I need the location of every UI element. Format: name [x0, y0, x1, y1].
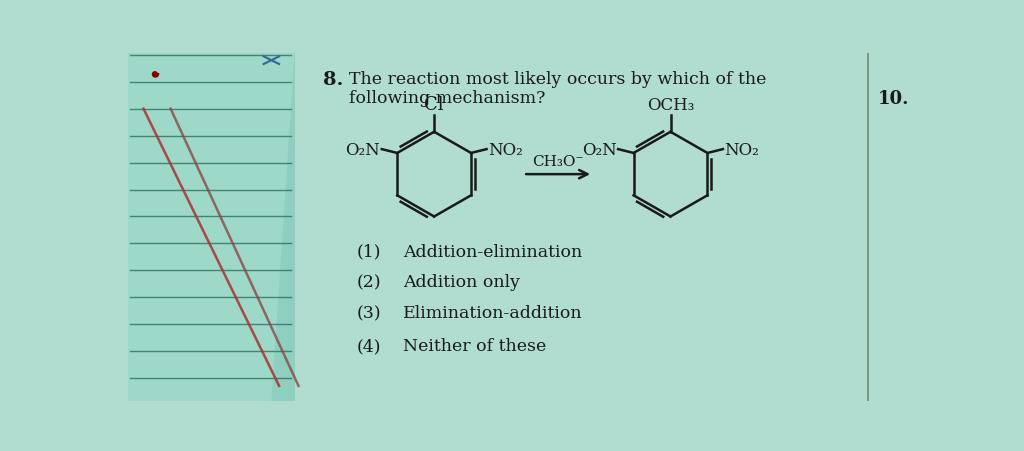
Text: O₂N: O₂N: [345, 141, 380, 158]
Text: NO₂: NO₂: [488, 141, 523, 158]
Text: 8.: 8.: [324, 71, 344, 89]
Polygon shape: [128, 54, 295, 401]
Text: 10.: 10.: [879, 90, 909, 108]
Text: Neither of these: Neither of these: [403, 338, 547, 354]
Text: NO₂: NO₂: [724, 141, 759, 158]
Text: (1): (1): [356, 243, 381, 260]
Text: Elimination-addition: Elimination-addition: [403, 304, 583, 322]
Text: (3): (3): [356, 304, 381, 322]
Text: The reaction most likely occurs by which of the: The reaction most likely occurs by which…: [349, 71, 766, 88]
Text: Addition-elimination: Addition-elimination: [403, 243, 583, 260]
Text: O₂N: O₂N: [582, 141, 616, 158]
Text: (2): (2): [356, 274, 381, 291]
Text: OCH₃: OCH₃: [647, 97, 694, 114]
Text: following mechanism?: following mechanism?: [349, 90, 545, 107]
Text: CH₃O⁻: CH₃O⁻: [532, 155, 584, 169]
Text: (4): (4): [356, 338, 381, 354]
Text: Cl: Cl: [424, 96, 444, 114]
Polygon shape: [128, 54, 295, 401]
Text: Addition only: Addition only: [403, 274, 520, 291]
